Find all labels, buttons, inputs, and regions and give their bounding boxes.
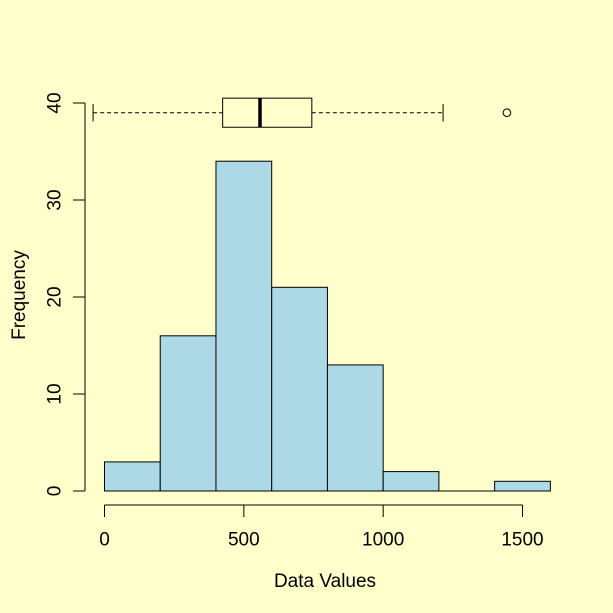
y-tick-label: 40	[45, 92, 66, 113]
histogram-bar	[104, 461, 161, 492]
histogram-bar	[494, 480, 551, 492]
x-tick-label: 0	[99, 530, 110, 551]
boxplot-outlier-point	[502, 108, 512, 117]
x-tick-label: 1000	[362, 530, 404, 551]
x-tick-label: 500	[228, 530, 260, 551]
y-tick-label: 30	[45, 189, 66, 210]
boxplot-box	[222, 97, 313, 128]
y-tick-label: 20	[45, 286, 66, 307]
histogram-bar	[271, 286, 328, 492]
histogram-bar	[326, 364, 384, 492]
histogram-bar	[159, 335, 217, 492]
y-tick-label: 0	[45, 486, 66, 497]
x-tick-label: 1500	[501, 530, 543, 551]
y-axis-label: Frequency	[9, 250, 30, 340]
y-tick-label: 10	[45, 383, 66, 404]
histogram-bar	[382, 471, 440, 492]
x-axis-label: Data Values	[273, 571, 377, 592]
histogram-bar	[215, 160, 273, 492]
